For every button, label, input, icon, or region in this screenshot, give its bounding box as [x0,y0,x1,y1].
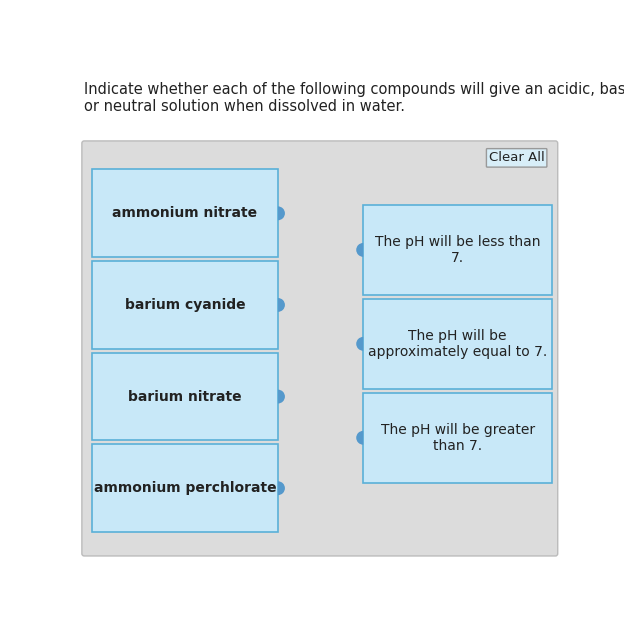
Wedge shape [278,481,285,495]
Text: barium cyanide: barium cyanide [125,298,245,312]
Bar [92,444,278,532]
Wedge shape [278,389,285,403]
Wedge shape [356,431,363,445]
Bar [92,353,278,440]
FancyBboxPatch shape [487,148,547,167]
Wedge shape [278,298,285,312]
Bar [363,205,552,295]
Text: The pH will be
approximately equal to 7.: The pH will be approximately equal to 7. [368,329,547,359]
Bar [363,392,552,483]
FancyBboxPatch shape [82,141,558,556]
Bar [92,261,278,349]
Bar [92,169,278,257]
Text: Indicate whether each of the following compounds will give an acidic, basic
or n: Indicate whether each of the following c… [84,82,624,114]
Text: Clear All: Clear All [489,152,545,164]
Wedge shape [278,206,285,220]
Text: ammonium nitrate: ammonium nitrate [112,206,258,220]
Wedge shape [356,337,363,351]
Bar [363,299,552,389]
Text: The pH will be less than
7.: The pH will be less than 7. [375,235,540,265]
Wedge shape [356,243,363,257]
Text: barium nitrate: barium nitrate [128,389,241,404]
Text: ammonium perchlorate: ammonium perchlorate [94,481,276,495]
Text: The pH will be greater
than 7.: The pH will be greater than 7. [381,423,535,453]
